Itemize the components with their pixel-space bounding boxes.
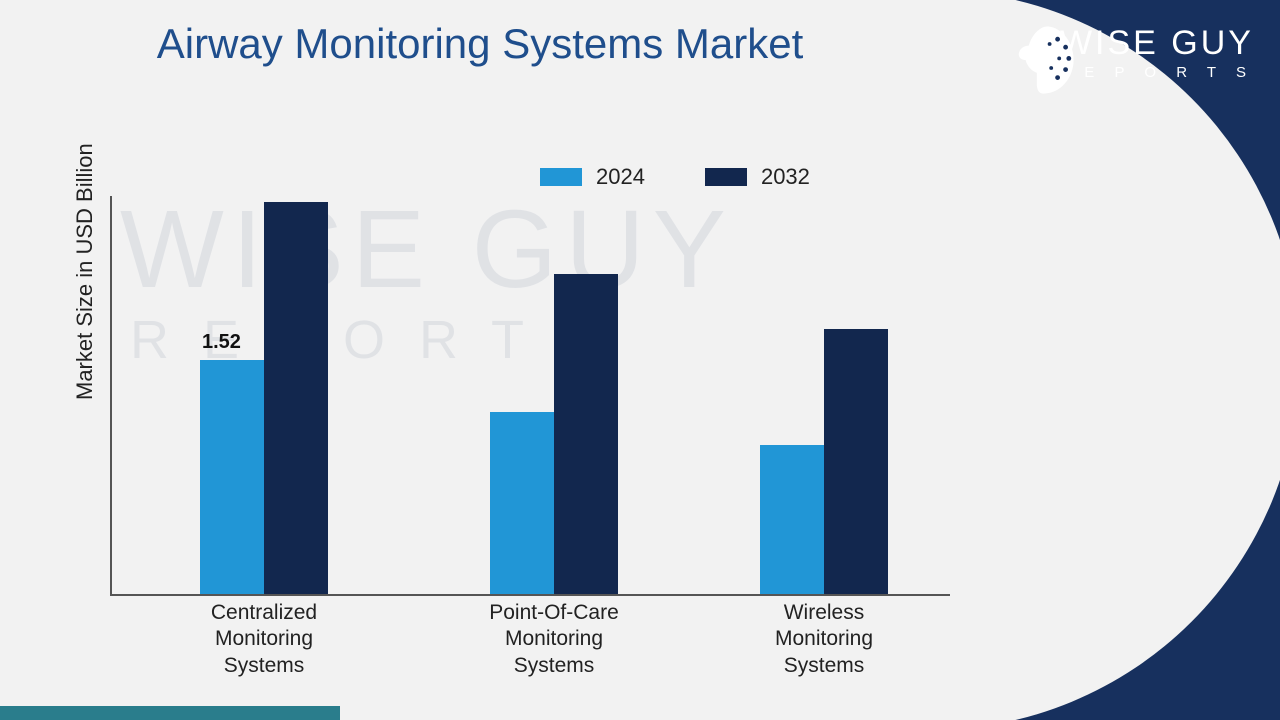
bar — [264, 202, 328, 594]
brand-wiseguy: WISE GUY — [1053, 26, 1254, 60]
y-axis-label: Market Size in USD Billion — [72, 143, 98, 400]
legend-item-2032: 2032 — [705, 164, 810, 190]
bottom-accent-strip — [0, 706, 340, 720]
bar-group — [760, 329, 888, 594]
bar-value-label: 1.52 — [202, 331, 241, 354]
bar-group: 1.52 — [200, 202, 328, 594]
bar — [490, 412, 554, 594]
brand-reports: R E P O R T S — [1053, 64, 1254, 81]
plot-area: 1.52 CentralizedMonitoringSystemsPoint-O… — [110, 196, 950, 596]
bar — [200, 360, 264, 594]
legend-item-2024: 2024 — [540, 164, 645, 190]
chart-title: Airway Monitoring Systems Market — [0, 20, 960, 68]
legend-swatch-2024 — [540, 168, 582, 186]
x-axis-line — [110, 594, 950, 596]
brand-block: WISE GUY R E P O R T S — [1053, 26, 1254, 81]
brand-head-icon — [1000, 20, 1080, 100]
y-axis-line — [110, 196, 112, 596]
legend-label-2032: 2032 — [761, 164, 810, 190]
category-label: CentralizedMonitoringSystems — [154, 600, 374, 679]
legend: 2024 2032 — [540, 164, 810, 190]
category-label: Point-Of-CareMonitoringSystems — [444, 600, 664, 679]
bar-group — [490, 274, 618, 594]
infographic-canvas: WISE GUY REPORTS WISE GUY R E P O R T S … — [0, 0, 1280, 720]
bar — [760, 445, 824, 594]
legend-label-2024: 2024 — [596, 164, 645, 190]
legend-swatch-2032 — [705, 168, 747, 186]
category-label: WirelessMonitoringSystems — [714, 600, 934, 679]
bar — [824, 329, 888, 594]
bar — [554, 274, 618, 594]
